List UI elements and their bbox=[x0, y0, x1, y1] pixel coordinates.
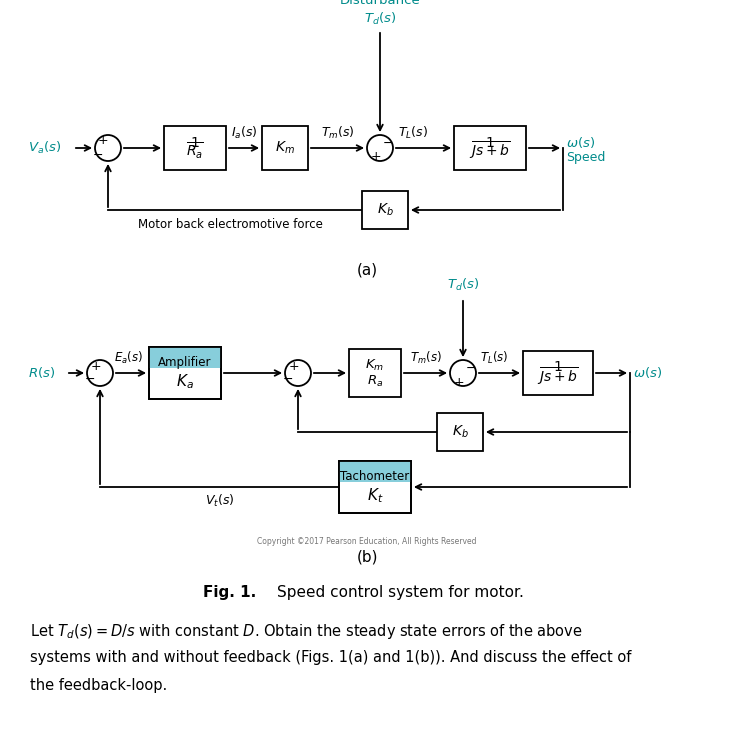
Text: $\overline{Js+b}$: $\overline{Js+b}$ bbox=[537, 366, 578, 388]
Text: $T_m(s)$: $T_m(s)$ bbox=[321, 125, 355, 141]
Text: $T_L(s)$: $T_L(s)$ bbox=[480, 350, 509, 366]
Text: Fig. 1.: Fig. 1. bbox=[203, 584, 257, 599]
Text: Let $T_d(s) = D/s$ with constant $D$. Obtain the steady state errors of the abov: Let $T_d(s) = D/s$ with constant $D$. Ob… bbox=[30, 622, 583, 641]
Bar bbox=[437, 413, 483, 451]
Text: $1$: $1$ bbox=[485, 136, 495, 150]
Text: $K_a$: $K_a$ bbox=[176, 372, 194, 391]
Text: (b): (b) bbox=[356, 550, 378, 565]
Circle shape bbox=[367, 135, 393, 161]
Circle shape bbox=[285, 360, 311, 386]
Bar bbox=[362, 191, 408, 229]
Bar bbox=[339, 461, 411, 482]
Bar bbox=[523, 351, 593, 395]
Text: $\omega(s)$: $\omega(s)$ bbox=[566, 136, 595, 151]
Text: Disturbance: Disturbance bbox=[340, 0, 421, 7]
Text: $K_t$: $K_t$ bbox=[367, 487, 383, 505]
Text: $V_t(s)$: $V_t(s)$ bbox=[205, 493, 234, 509]
Text: Copyright ©2017 Pearson Education, All Rights Reserved: Copyright ©2017 Pearson Education, All R… bbox=[257, 538, 477, 547]
Text: $R(s)$: $R(s)$ bbox=[28, 366, 55, 380]
Text: Tachometer: Tachometer bbox=[341, 470, 410, 482]
Text: $K_m$: $K_m$ bbox=[275, 140, 295, 157]
Text: $K_b$: $K_b$ bbox=[451, 424, 468, 440]
Text: $T_d(s)$: $T_d(s)$ bbox=[447, 277, 479, 293]
Circle shape bbox=[95, 135, 121, 161]
Bar bbox=[339, 461, 411, 513]
Text: $\overline{Js+b}$: $\overline{Js+b}$ bbox=[469, 140, 511, 162]
Text: +: + bbox=[371, 151, 381, 163]
Text: $\overline{R_a}$: $\overline{R_a}$ bbox=[186, 141, 204, 161]
Text: systems with and without feedback (Figs. 1(a) and 1(b)). And discuss the effect : systems with and without feedback (Figs.… bbox=[30, 650, 631, 665]
Text: $-$: $-$ bbox=[92, 148, 103, 160]
Text: +: + bbox=[98, 135, 109, 148]
Bar bbox=[149, 347, 221, 399]
Text: $-$: $-$ bbox=[382, 136, 393, 148]
Text: $1$: $1$ bbox=[190, 136, 200, 150]
Text: +: + bbox=[288, 360, 299, 372]
Text: (a): (a) bbox=[357, 262, 377, 277]
Text: $1$: $1$ bbox=[553, 360, 563, 374]
Text: $T_L(s)$: $T_L(s)$ bbox=[398, 125, 428, 141]
Text: Motor back electromotive force: Motor back electromotive force bbox=[137, 218, 322, 231]
Text: $V_a(s)$: $V_a(s)$ bbox=[28, 140, 61, 156]
Circle shape bbox=[87, 360, 113, 386]
Text: $\omega(s)$: $\omega(s)$ bbox=[633, 366, 662, 380]
Text: $-$: $-$ bbox=[465, 360, 476, 374]
Bar bbox=[454, 126, 526, 170]
Bar bbox=[262, 126, 308, 170]
Text: $T_m(s)$: $T_m(s)$ bbox=[410, 350, 441, 366]
Circle shape bbox=[450, 360, 476, 386]
Text: $-$: $-$ bbox=[84, 372, 95, 384]
Bar bbox=[149, 347, 221, 368]
Text: +: + bbox=[91, 360, 101, 372]
Text: $K_m$: $K_m$ bbox=[366, 357, 385, 372]
Text: $R_a$: $R_a$ bbox=[367, 374, 383, 389]
Text: Speed control system for motor.: Speed control system for motor. bbox=[277, 584, 523, 599]
Bar bbox=[164, 126, 226, 170]
Text: $I_a(s)$: $I_a(s)$ bbox=[230, 125, 258, 141]
Text: $K_b$: $K_b$ bbox=[377, 201, 393, 218]
Text: Amplifier: Amplifier bbox=[159, 356, 211, 369]
Text: Speed: Speed bbox=[566, 151, 606, 163]
Text: $T_d(s)$: $T_d(s)$ bbox=[364, 11, 396, 27]
Bar bbox=[349, 349, 401, 397]
Text: +: + bbox=[454, 375, 465, 389]
Bar bbox=[339, 461, 411, 513]
Bar bbox=[149, 347, 221, 399]
Text: $E_a(s)$: $E_a(s)$ bbox=[114, 350, 143, 366]
Text: $-$: $-$ bbox=[283, 372, 294, 384]
Text: the feedback-loop.: the feedback-loop. bbox=[30, 678, 167, 693]
